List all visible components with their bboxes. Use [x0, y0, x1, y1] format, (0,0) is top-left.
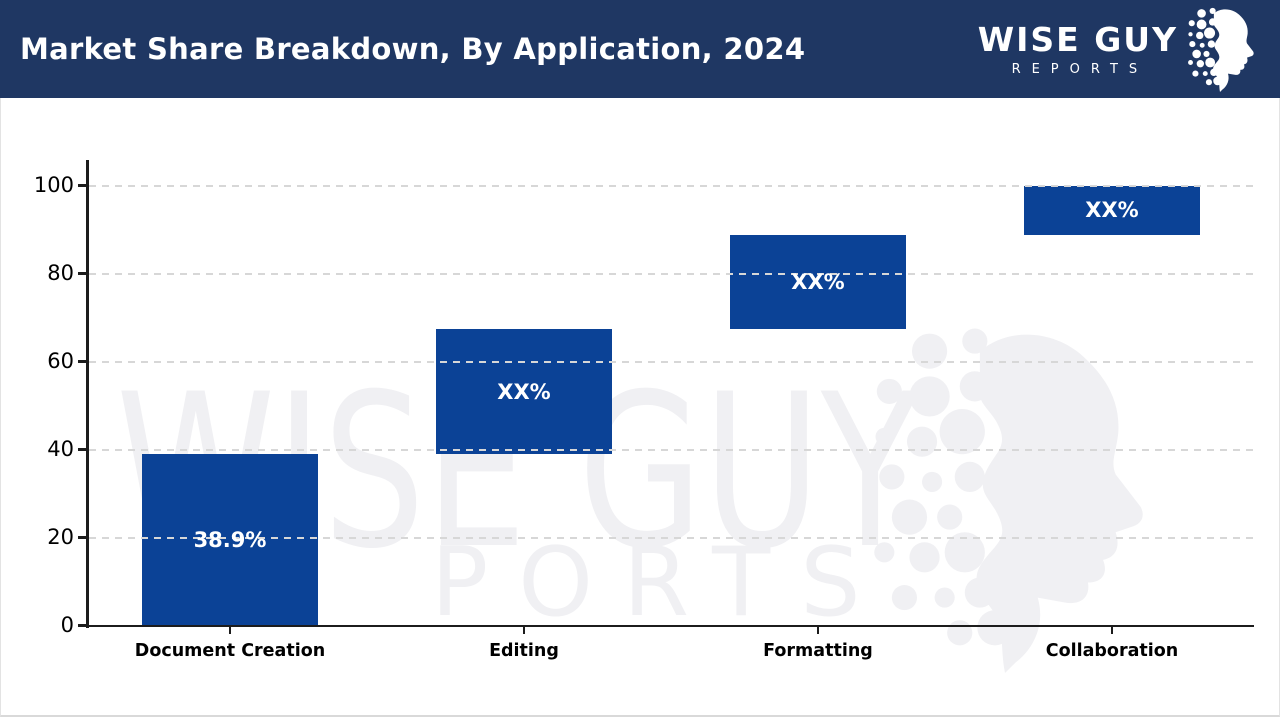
x-tick-label-document-creation: Document Creation	[134, 641, 326, 661]
bar-value-label-document-creation: 38.9%	[193, 527, 267, 552]
y-tick-label-60: 60	[47, 348, 74, 373]
y-tick-label-40: 40	[47, 436, 74, 461]
bar-value-label-collaboration: XX%	[1085, 198, 1139, 223]
y-tick-40	[78, 448, 86, 451]
head-profile-icon	[1188, 7, 1254, 92]
y-tick-label-20: 20	[47, 524, 74, 549]
x-tick-editing	[522, 627, 526, 634]
x-tick-collaboration	[1110, 627, 1114, 634]
bar-editing	[436, 328, 612, 455]
logo-subtitle: REPORTS	[1011, 61, 1149, 77]
y-tick-0	[78, 624, 86, 627]
y-tick-label-80: 80	[47, 260, 74, 285]
x-tick-document-creation	[228, 627, 232, 634]
gridline-100	[89, 184, 1254, 187]
y-tick-60	[78, 360, 86, 363]
x-tick-label-editing: Editing	[489, 641, 559, 661]
x-tick-label-collaboration: Collaboration	[1045, 641, 1179, 661]
y-tick-20	[78, 536, 86, 539]
y-tick-label-0: 0	[60, 612, 74, 637]
page-title: Market Share Breakdown, By Application, …	[20, 32, 806, 66]
x-tick-label-formatting: Formatting	[763, 641, 873, 661]
gridline-60	[89, 360, 1254, 363]
logo-text: WISE GUY REPORTS	[978, 23, 1178, 76]
gridline-20	[89, 536, 1254, 539]
gridline-80	[89, 272, 1254, 275]
logo-wordmark: WISE GUY	[977, 19, 1178, 59]
y-axis-line	[86, 160, 89, 628]
x-axis-line	[86, 624, 1254, 627]
y-tick-label-100: 100	[33, 172, 74, 197]
header: Market Share Breakdown, By Application, …	[0, 0, 1280, 98]
wise-guy-logo: WISE GUY REPORTS	[978, 6, 1258, 92]
bar-value-label-formatting: XX%	[791, 269, 845, 294]
bar-document-creation	[142, 454, 318, 626]
bar-formatting	[730, 234, 906, 329]
bar-collaboration	[1024, 185, 1200, 235]
x-tick-formatting	[816, 627, 820, 634]
bar-value-label-editing: XX%	[497, 379, 551, 404]
gridline-40	[89, 448, 1254, 451]
y-tick-80	[78, 272, 86, 275]
y-tick-100	[78, 184, 86, 187]
watermark-subtitle: PORTS	[431, 528, 891, 638]
